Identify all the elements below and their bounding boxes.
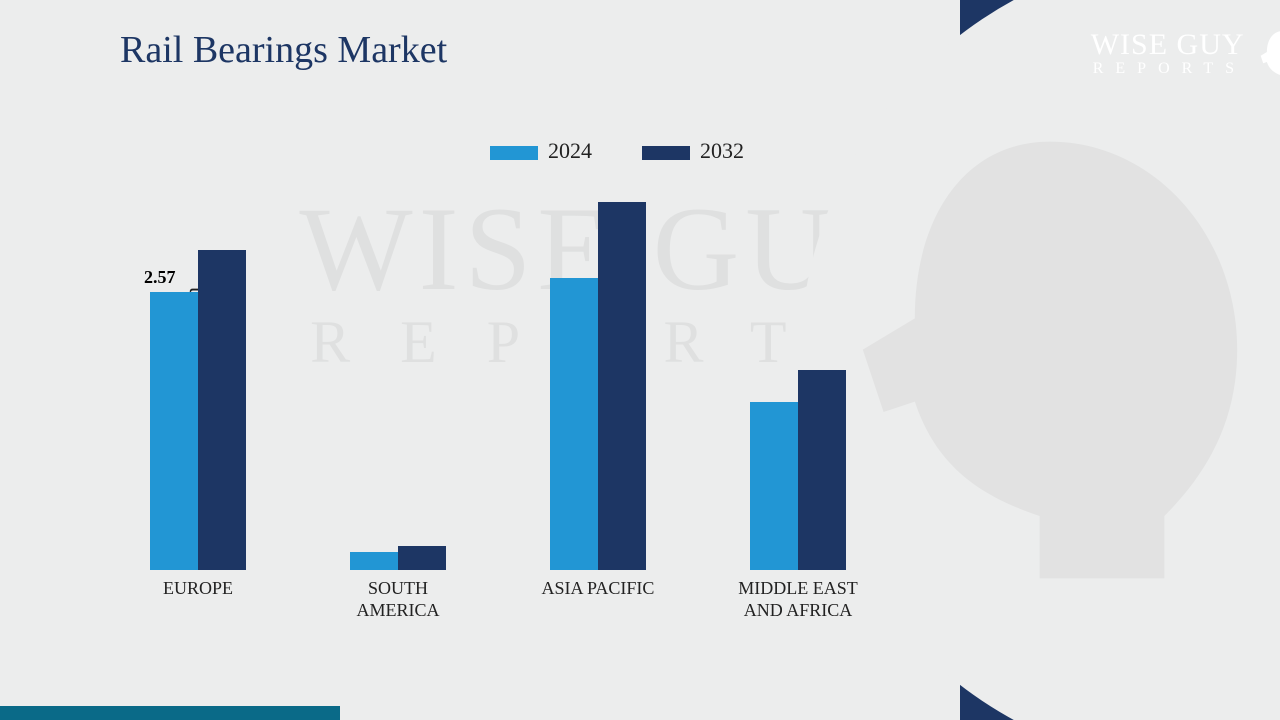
bar	[798, 370, 846, 570]
bar	[150, 292, 198, 570]
legend-item-2032: 2032	[642, 138, 744, 164]
category-label: SOUTH AMERICA	[328, 578, 468, 621]
chart: Market Size in USD Billion 2024 2032 2.5…	[60, 130, 960, 690]
bar-group: MIDDLE EAST AND AFRICA	[750, 180, 846, 570]
logo-head-icon	[1252, 26, 1280, 88]
bar	[550, 278, 598, 571]
logo: WISE GUY REPORTS	[1091, 28, 1246, 78]
category-label: MIDDLE EAST AND AFRICA	[728, 578, 868, 621]
bar	[598, 202, 646, 570]
logo-title: WISE GUY	[1091, 28, 1246, 62]
bar-group: SOUTH AMERICA	[350, 180, 446, 570]
category-label: ASIA PACIFIC	[528, 578, 668, 600]
logo-subtitle: REPORTS	[1093, 60, 1246, 78]
bar-group: 2.57EUROPE	[150, 180, 246, 570]
page: WISE GUY REPORTS Rail Bearings Market WI…	[0, 0, 1280, 720]
bar	[398, 546, 446, 570]
legend-item-2024: 2024	[490, 138, 592, 164]
bar	[750, 402, 798, 570]
bar	[350, 552, 398, 570]
legend: 2024 2032	[490, 138, 744, 164]
page-title: Rail Bearings Market	[120, 28, 447, 72]
bar-group: ASIA PACIFIC	[550, 180, 646, 570]
bottom-accent-bar	[0, 706, 340, 720]
plot-area: 2.57EUROPE SOUTH AMERICA ASIA PACIFIC MIDDL…	[150, 180, 950, 570]
value-label: 2.57	[144, 267, 176, 288]
bar	[198, 250, 246, 570]
category-label: EUROPE	[128, 578, 268, 600]
